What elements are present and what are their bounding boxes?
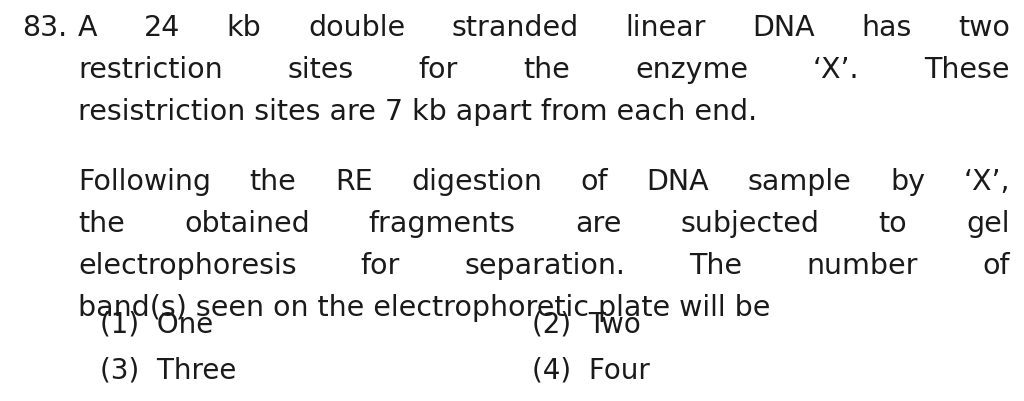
Text: subjected: subjected: [681, 210, 819, 238]
Text: separation.: separation.: [465, 252, 626, 280]
Text: obtained: obtained: [184, 210, 309, 238]
Text: DNA: DNA: [753, 14, 815, 42]
Text: number: number: [807, 252, 919, 280]
Text: stranded: stranded: [452, 14, 579, 42]
Text: These: These: [925, 56, 1010, 84]
Text: restriction: restriction: [78, 56, 222, 84]
Text: sample: sample: [748, 168, 851, 196]
Text: resistriction sites are 7 kb apart from each end.: resistriction sites are 7 kb apart from …: [78, 98, 758, 126]
Text: kb: kb: [226, 14, 261, 42]
Text: for: for: [419, 56, 458, 84]
Text: fragments: fragments: [369, 210, 516, 238]
Text: ‘X’,: ‘X’,: [964, 168, 1010, 196]
Text: The: The: [689, 252, 742, 280]
Text: 83.: 83.: [22, 14, 68, 42]
Text: Following: Following: [78, 168, 211, 196]
Text: has: has: [861, 14, 911, 42]
Text: (4)  Four: (4) Four: [532, 356, 650, 384]
Text: digestion: digestion: [411, 168, 542, 196]
Text: enzyme: enzyme: [635, 56, 748, 84]
Text: (1)  One: (1) One: [100, 310, 213, 338]
Text: the: the: [250, 168, 296, 196]
Text: double: double: [308, 14, 406, 42]
Text: are: are: [575, 210, 622, 238]
Text: electrophoresis: electrophoresis: [78, 252, 297, 280]
Text: 24: 24: [144, 14, 180, 42]
Text: two: two: [958, 14, 1010, 42]
Text: RE: RE: [335, 168, 373, 196]
Text: band(s) seen on the electrophoretic plate will be: band(s) seen on the electrophoretic plat…: [78, 294, 770, 322]
Text: linear: linear: [626, 14, 706, 42]
Text: of: of: [982, 252, 1010, 280]
Text: of: of: [581, 168, 608, 196]
Text: A: A: [78, 14, 97, 42]
Text: the: the: [78, 210, 125, 238]
Text: sites: sites: [288, 56, 354, 84]
Text: (3)  Three: (3) Three: [100, 356, 237, 384]
Text: (2)  Two: (2) Two: [532, 310, 641, 338]
Text: gel: gel: [967, 210, 1010, 238]
Text: ‘X’.: ‘X’.: [813, 56, 859, 84]
Text: to: to: [879, 210, 907, 238]
Text: DNA: DNA: [646, 168, 710, 196]
Text: by: by: [890, 168, 925, 196]
Text: the: the: [523, 56, 570, 84]
Text: for: for: [360, 252, 400, 280]
